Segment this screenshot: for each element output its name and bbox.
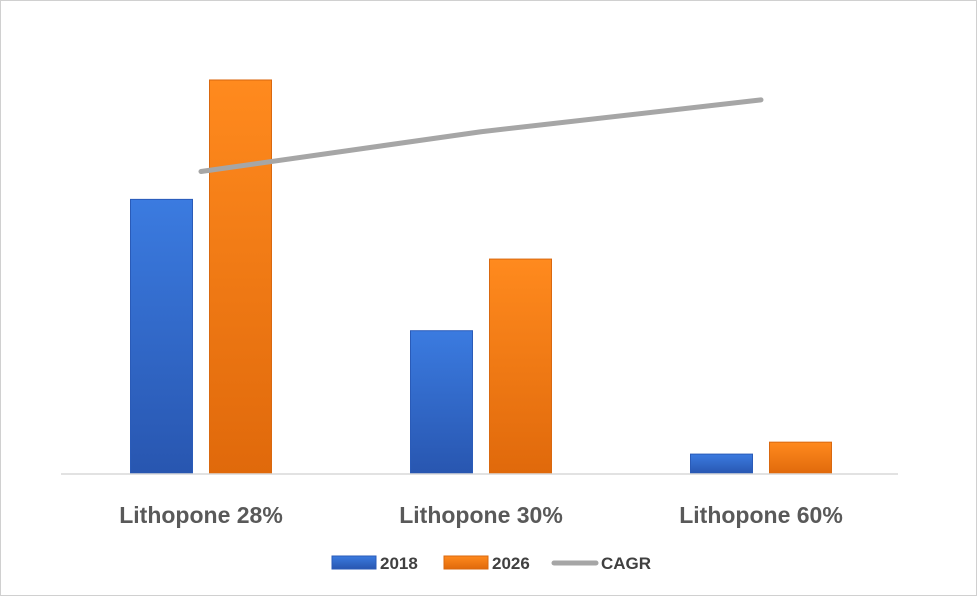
bar-2026-3 — [769, 441, 832, 475]
legend-swatch-2018 — [331, 555, 377, 570]
legend-item-cagr: CAGR — [551, 554, 651, 573]
legend-label-2018: 2018 — [380, 554, 418, 573]
bar-2018-2 — [410, 330, 473, 475]
bar-2018-1 — [130, 198, 193, 475]
legend-label-cagr: CAGR — [601, 554, 651, 573]
legend: 2018 2026 CAGR — [331, 554, 651, 573]
bar-2026-2 — [489, 258, 552, 475]
bars-layer — [130, 79, 832, 475]
legend-item-2026: 2026 — [443, 554, 530, 573]
series-line-cagr — [198, 97, 764, 175]
legend-label-2026: 2026 — [492, 554, 530, 573]
legend-swatch-2026 — [443, 555, 489, 570]
category-label-1: Lithopone 28% — [119, 502, 283, 528]
bar-2018-3 — [690, 453, 753, 475]
category-label-2: Lithopone 30% — [399, 502, 563, 528]
category-label-3: Lithopone 60% — [679, 502, 843, 528]
category-labels: Lithopone 28% Lithopone 30% Lithopone 60% — [119, 502, 843, 528]
cagr-line-layer — [198, 97, 764, 175]
bar-2026-1 — [209, 79, 272, 475]
legend-item-2018: 2018 — [331, 554, 418, 573]
